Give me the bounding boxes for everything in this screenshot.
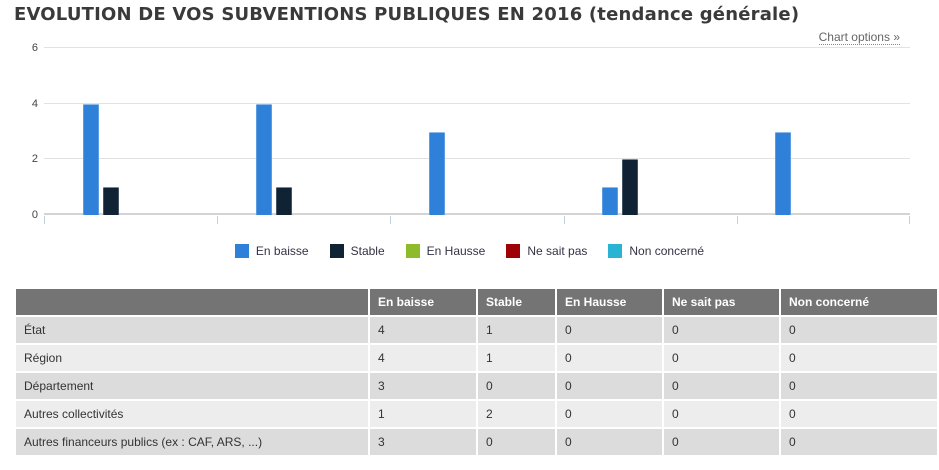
cell-value: 0 <box>781 429 937 455</box>
cell-value: 0 <box>557 429 662 455</box>
cell-value: 0 <box>664 345 779 371</box>
legend-swatch <box>234 244 249 258</box>
cell-value: 0 <box>781 401 937 427</box>
gridline <box>44 47 910 48</box>
bar-slots <box>428 48 525 215</box>
cell-value: 1 <box>370 401 476 427</box>
page-title: EVOLUTION DE VOS SUBVENTIONS PUBLIQUES E… <box>14 4 800 25</box>
bar-slots <box>602 48 698 215</box>
bar <box>602 187 619 215</box>
bar-slots <box>775 48 871 215</box>
cell-value: 0 <box>478 373 555 399</box>
y-axis-label: 0 <box>31 209 38 221</box>
bar <box>275 187 292 215</box>
gridline <box>44 158 910 160</box>
cell-value: 0 <box>664 317 779 343</box>
cell-value: 4 <box>370 317 476 343</box>
legend-label: Ne sait pas <box>527 244 588 258</box>
bar-group <box>44 48 217 215</box>
column-header: Ne sait pas <box>664 289 779 315</box>
cell-value: 2 <box>478 401 555 427</box>
bar <box>775 131 792 215</box>
legend-swatch <box>405 244 420 258</box>
cell-value: 0 <box>557 401 662 427</box>
cell-value: 3 <box>370 429 476 455</box>
bar-slots <box>255 48 352 215</box>
x-axis-tick <box>217 216 219 224</box>
cell-value: 0 <box>557 345 662 371</box>
legend-label: Non concerné <box>629 244 705 258</box>
bar-group <box>390 48 563 215</box>
legend-item[interactable]: Non concerné <box>608 244 704 258</box>
row-label: Département <box>16 373 368 399</box>
cell-value: 0 <box>664 373 779 399</box>
cell-value: 0 <box>664 401 779 427</box>
column-header: Stable <box>478 289 555 315</box>
bar <box>102 187 119 215</box>
bar <box>82 103 99 215</box>
bar-group <box>217 48 390 215</box>
y-axis-label: 6 <box>31 42 38 54</box>
legend-swatch <box>506 244 521 258</box>
table-row: État 4 1 0 0 0 <box>16 317 937 343</box>
legend-item[interactable]: En Hausse <box>405 244 486 258</box>
column-header: En baisse <box>370 289 476 315</box>
x-axis-tick <box>44 216 45 224</box>
gridline <box>44 213 910 215</box>
x-axis-tick <box>909 216 910 224</box>
legend-swatch <box>608 244 623 258</box>
x-axis-tick <box>736 216 738 224</box>
cell-value: 1 <box>478 345 555 371</box>
legend-label: Stable <box>350 244 385 258</box>
bar-chart: 0 2 4 6 En baisse Stable En Hausse Ne sait pas… <box>0 42 939 272</box>
cell-value: 4 <box>370 345 476 371</box>
legend-label: En Hausse <box>426 244 486 258</box>
gridline <box>44 102 910 104</box>
row-label: Région <box>16 345 368 371</box>
legend-item[interactable]: Ne sait pas <box>506 244 587 258</box>
table-body: État 4 1 0 0 0 Région 4 1 0 0 0 Département 3 0 0 0 0 Autr… <box>16 317 937 455</box>
plot-area: 0 2 4 6 <box>32 42 910 224</box>
bar <box>428 131 445 215</box>
table-row: Région 4 1 0 0 0 <box>16 345 937 371</box>
y-axis-label: 4 <box>31 97 38 110</box>
chart-options-link[interactable]: Chart options » <box>818 30 900 45</box>
legend-label: En baisse <box>255 244 309 258</box>
cell-value: 0 <box>557 317 662 343</box>
bar-group <box>737 48 910 215</box>
row-label: Autres collectivités <box>16 401 368 427</box>
cell-value: 0 <box>478 429 555 455</box>
bar <box>622 159 639 215</box>
bar-group <box>564 48 737 215</box>
cell-value: 0 <box>781 345 937 371</box>
legend-swatch <box>329 244 344 258</box>
table-row: Autres financeurs publics (ex : CAF, ARS… <box>16 429 937 455</box>
cell-value: 3 <box>370 373 476 399</box>
cell-value: 0 <box>781 373 937 399</box>
cell-value: 0 <box>664 429 779 455</box>
x-axis-tick <box>563 216 565 224</box>
table-row: Département 3 0 0 0 0 <box>16 373 937 399</box>
column-header <box>16 289 368 315</box>
cell-value: 0 <box>781 317 937 343</box>
column-header: En Hausse <box>557 289 662 315</box>
bar-slots <box>82 48 179 215</box>
x-axis-tick <box>390 216 392 224</box>
legend-item[interactable]: En baisse <box>234 244 309 258</box>
legend: En baisse Stable En Hausse Ne sait pas Non c… <box>0 244 939 258</box>
legend-item[interactable]: Stable <box>329 244 385 258</box>
table-row: Autres collectivités 1 2 0 0 0 <box>16 401 937 427</box>
table-header-row: En baisse Stable En Hausse Ne sait pas Non c… <box>16 289 937 315</box>
column-header: Non concerné <box>781 289 937 315</box>
row-label: État <box>16 317 368 343</box>
results-table: En baisse Stable En Hausse Ne sait pas Non c… <box>14 287 939 457</box>
row-label: Autres financeurs publics (ex : CAF, ARS… <box>16 429 368 455</box>
y-axis-label: 2 <box>31 153 38 166</box>
cell-value: 0 <box>557 373 662 399</box>
cell-value: 1 <box>478 317 555 343</box>
bar <box>255 103 272 215</box>
